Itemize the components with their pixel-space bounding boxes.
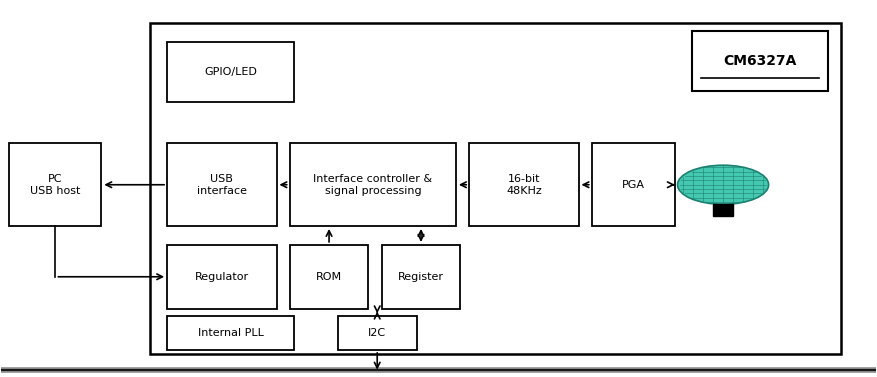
Circle shape	[678, 165, 768, 204]
Text: I2C: I2C	[368, 328, 386, 338]
FancyBboxPatch shape	[167, 245, 276, 309]
FancyBboxPatch shape	[381, 245, 460, 309]
Text: PC
USB host: PC USB host	[30, 174, 81, 196]
Text: GPIO/LED: GPIO/LED	[204, 67, 257, 77]
FancyBboxPatch shape	[693, 31, 828, 91]
Text: PGA: PGA	[622, 180, 645, 190]
Text: Interface controller &
signal processing: Interface controller & signal processing	[313, 174, 432, 196]
Text: CM6327A: CM6327A	[724, 54, 797, 68]
FancyBboxPatch shape	[289, 245, 368, 309]
FancyBboxPatch shape	[10, 143, 102, 226]
FancyBboxPatch shape	[167, 42, 294, 102]
Text: ROM: ROM	[316, 272, 342, 282]
FancyBboxPatch shape	[289, 143, 456, 226]
Text: 16-bit
48KHz: 16-bit 48KHz	[506, 174, 542, 196]
Text: USB
interface: USB interface	[196, 174, 246, 196]
FancyBboxPatch shape	[338, 316, 417, 350]
FancyBboxPatch shape	[150, 23, 841, 354]
FancyBboxPatch shape	[469, 143, 579, 226]
Text: Internal PLL: Internal PLL	[197, 328, 263, 338]
Text: Regulator: Regulator	[195, 272, 249, 282]
FancyBboxPatch shape	[167, 316, 294, 350]
Bar	[714, 204, 732, 216]
FancyBboxPatch shape	[592, 143, 675, 226]
Text: Register: Register	[398, 272, 444, 282]
FancyBboxPatch shape	[167, 143, 276, 226]
